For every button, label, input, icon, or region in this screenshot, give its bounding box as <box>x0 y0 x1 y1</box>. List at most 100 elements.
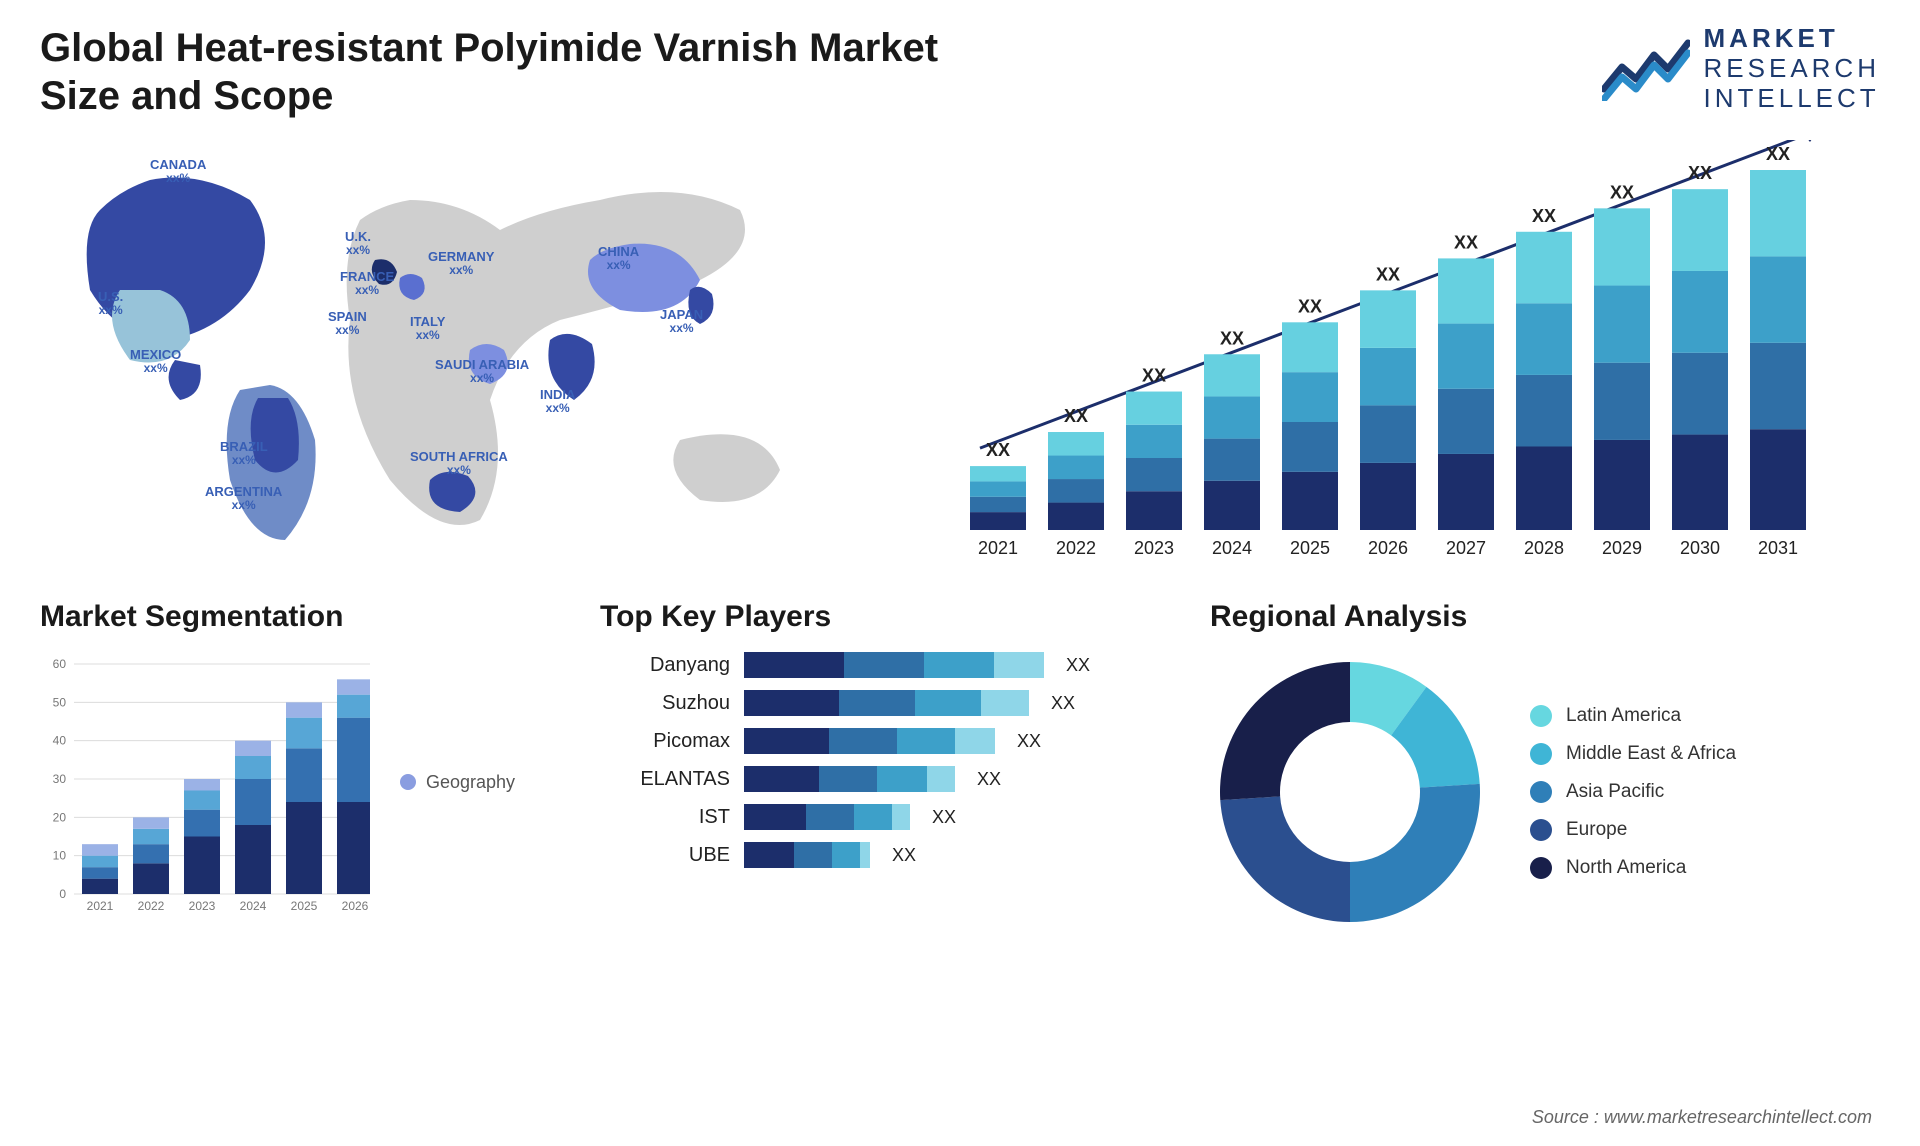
regional-title: Regional Analysis <box>1210 600 1880 634</box>
legend-swatch <box>1530 857 1552 879</box>
svg-text:30: 30 <box>53 772 67 786</box>
legend-swatch <box>1530 705 1552 727</box>
legend-label: Latin America <box>1566 705 1681 727</box>
legend-label: Europe <box>1566 819 1627 841</box>
svg-text:20: 20 <box>53 810 67 824</box>
svg-text:XX: XX <box>1064 406 1088 426</box>
svg-text:2026: 2026 <box>1368 538 1408 558</box>
map-label: FRANCExx% <box>340 270 394 297</box>
regional-legend-item: Asia Pacific <box>1530 781 1736 803</box>
map-label: MEXICOxx% <box>130 348 181 375</box>
map-label: BRAZILxx% <box>220 440 268 467</box>
logo-text: MARKET RESEARCH INTELLECT <box>1704 24 1880 114</box>
player-value: XX <box>1017 731 1041 752</box>
map-label: SAUDI ARABIAxx% <box>435 358 529 385</box>
svg-text:XX: XX <box>1766 144 1790 164</box>
svg-text:XX: XX <box>1532 206 1556 226</box>
player-label: UBE <box>600 844 730 867</box>
svg-text:10: 10 <box>53 849 67 863</box>
segmentation-panel: Market Segmentation 01020304050602021202… <box>40 600 550 912</box>
player-label: IST <box>600 806 730 829</box>
svg-text:2024: 2024 <box>1212 538 1252 558</box>
regional-donut <box>1210 652 1490 932</box>
regional-legend-item: North America <box>1530 857 1736 879</box>
svg-text:0: 0 <box>59 887 66 901</box>
source-text: Source : www.marketresearchintellect.com <box>1532 1107 1872 1128</box>
player-bar <box>744 690 1029 716</box>
svg-text:XX: XX <box>1610 182 1634 202</box>
legend-swatch <box>400 774 416 790</box>
svg-text:50: 50 <box>53 695 67 709</box>
svg-text:2022: 2022 <box>1056 538 1096 558</box>
legend-swatch <box>1530 819 1552 841</box>
svg-text:XX: XX <box>986 440 1010 460</box>
player-row: Danyang XX <box>600 652 1160 678</box>
svg-text:2029: 2029 <box>1602 538 1642 558</box>
svg-text:2023: 2023 <box>189 899 216 912</box>
legend-label: North America <box>1566 857 1686 879</box>
segmentation-legend: Geography <box>400 772 515 793</box>
map-label: SOUTH AFRICAxx% <box>410 450 508 477</box>
map-label: SPAINxx% <box>328 310 367 337</box>
player-row: ELANTAS XX <box>600 766 1160 792</box>
player-bar <box>744 652 1044 678</box>
player-value: XX <box>932 807 956 828</box>
player-row: IST XX <box>600 804 1160 830</box>
player-row: Suzhou XX <box>600 690 1160 716</box>
regional-panel: Regional Analysis Latin America Middle Ea… <box>1210 600 1880 932</box>
svg-text:2031: 2031 <box>1758 538 1798 558</box>
map-label: ARGENTINAxx% <box>205 485 282 512</box>
player-bar <box>744 728 995 754</box>
player-value: XX <box>892 845 916 866</box>
svg-text:2021: 2021 <box>87 899 114 912</box>
player-value: XX <box>1066 655 1090 676</box>
page-title: Global Heat-resistant Polyimide Varnish … <box>40 24 940 120</box>
svg-text:XX: XX <box>1142 366 1166 386</box>
regional-legend-item: Middle East & Africa <box>1530 743 1736 765</box>
map-label: ITALYxx% <box>410 315 445 342</box>
segmentation-chart: 0102030405060202120222023202420252026 <box>40 652 370 912</box>
world-map: CANADAxx%U.S.xx%MEXICOxx%BRAZILxx%ARGENT… <box>40 140 910 560</box>
svg-text:2023: 2023 <box>1134 538 1174 558</box>
legend-label: Asia Pacific <box>1566 781 1664 803</box>
map-label: INDIAxx% <box>540 388 575 415</box>
svg-text:2027: 2027 <box>1446 538 1486 558</box>
growth-chart: XX2021XX2022XX2023XX2024XX2025XX2026XX20… <box>950 140 1880 560</box>
svg-text:60: 60 <box>53 657 67 671</box>
header: Global Heat-resistant Polyimide Varnish … <box>40 24 1880 120</box>
players-list: DanyangXXSuzhouXXPicomaxXXELANTASXXISTXX… <box>600 652 1160 868</box>
player-bar <box>744 842 870 868</box>
regional-legend-item: Europe <box>1530 819 1736 841</box>
players-panel: Top Key Players DanyangXXSuzhouXXPicomax… <box>600 600 1160 880</box>
player-value: XX <box>977 769 1001 790</box>
map-label: GERMANYxx% <box>428 250 494 277</box>
player-label: Danyang <box>600 654 730 677</box>
segmentation-title: Market Segmentation <box>40 600 550 634</box>
growth-chart-svg: XX2021XX2022XX2023XX2024XX2025XX2026XX20… <box>950 140 1820 560</box>
player-value: XX <box>1051 693 1075 714</box>
svg-text:2030: 2030 <box>1680 538 1720 558</box>
legend-swatch <box>1530 743 1552 765</box>
svg-text:2026: 2026 <box>342 899 369 912</box>
regional-legend-item: Latin America <box>1530 705 1736 727</box>
logo-mark-icon <box>1602 37 1690 101</box>
map-label: U.K.xx% <box>345 230 371 257</box>
legend-label: Geography <box>426 772 515 793</box>
brand-logo: MARKET RESEARCH INTELLECT <box>1602 24 1880 114</box>
map-label: CHINAxx% <box>598 245 639 272</box>
player-label: ELANTAS <box>600 768 730 791</box>
svg-text:XX: XX <box>1220 328 1244 348</box>
player-bar <box>744 766 955 792</box>
player-bar <box>744 804 910 830</box>
svg-text:XX: XX <box>1688 163 1712 183</box>
map-label: U.S.xx% <box>98 290 123 317</box>
svg-text:XX: XX <box>1376 264 1400 284</box>
legend-swatch <box>1530 781 1552 803</box>
svg-text:2025: 2025 <box>291 899 318 912</box>
svg-text:2025: 2025 <box>1290 538 1330 558</box>
regional-legend: Latin America Middle East & Africa Asia Pa… <box>1530 705 1736 879</box>
legend-label: Middle East & Africa <box>1566 743 1736 765</box>
player-label: Suzhou <box>600 692 730 715</box>
players-title: Top Key Players <box>600 600 1160 634</box>
svg-text:2024: 2024 <box>240 899 267 912</box>
